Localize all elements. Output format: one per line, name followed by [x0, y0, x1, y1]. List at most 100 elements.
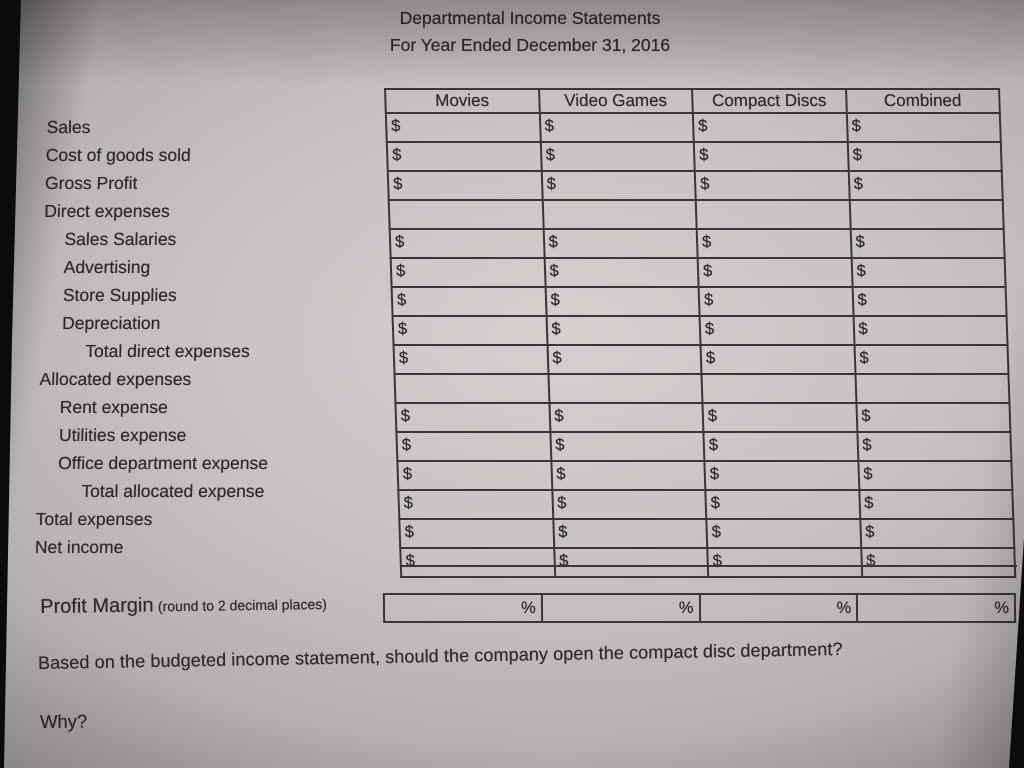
dollar-sign: $: [397, 320, 408, 338]
dollar-sign: $: [552, 349, 562, 367]
amount-cell: $: [855, 403, 1011, 432]
amount-cell: $: [547, 345, 702, 374]
dollar-sign: $: [390, 117, 401, 135]
dollar-sign: $: [708, 436, 719, 454]
column-header: Compact Discs: [692, 89, 847, 113]
dollar-sign: $: [698, 146, 709, 164]
amount-cell: $: [539, 113, 694, 142]
amount-cell: $: [854, 345, 1009, 374]
amount-cell: $: [851, 258, 1006, 287]
title-line-2: For Year Ended December 31, 2016: [389, 35, 671, 55]
percent-sign: %: [520, 598, 536, 617]
dollar-sign: $: [396, 291, 407, 309]
dollar-sign: $: [704, 320, 715, 338]
row-label: Total expenses: [35, 509, 153, 529]
dollar-sign: $: [861, 407, 871, 425]
table-row: $ $ $ $: [389, 229, 1005, 258]
dollar-sign: $: [703, 291, 714, 309]
dollar-sign: $: [395, 262, 406, 280]
dollar-sign: $: [403, 494, 414, 512]
row-labels: Sales Cost of goods sold Gross Profit Direc…: [28, 113, 277, 561]
dollar-sign: $: [548, 233, 559, 251]
amount-cell: $: [848, 171, 1003, 200]
dollar-sign: $: [705, 349, 716, 367]
amount-cell: $: [697, 258, 853, 287]
column-header: Combined: [845, 89, 1000, 113]
spacer-cell: [854, 374, 1010, 403]
amount-cell: $: [387, 171, 543, 200]
amount-cell: $: [706, 519, 861, 548]
amount-cell: $: [853, 316, 1008, 345]
amount-cell: $: [850, 229, 1005, 258]
dollar-sign: $: [555, 436, 565, 454]
dollar-sign: $: [557, 523, 568, 541]
amount-cell: $: [544, 258, 699, 287]
dollar-sign: $: [405, 552, 416, 570]
table-row: $ $ $ $: [386, 142, 1002, 171]
row-label: Sales: [46, 117, 91, 137]
row-label: Depreciation: [61, 313, 161, 333]
amount-cell: $: [852, 287, 1007, 316]
amount-cell: $: [400, 548, 555, 577]
dollar-sign: $: [710, 494, 721, 512]
amount-cell: $: [696, 229, 852, 258]
amount-cell: $: [397, 461, 552, 490]
why-text: Why?: [39, 710, 88, 732]
amount-cell: $: [386, 142, 542, 171]
spacer-cell: [701, 374, 856, 403]
dollar-sign: $: [863, 465, 873, 483]
spacer-cell: [547, 374, 703, 403]
row-label: Allocated expenses: [39, 369, 192, 389]
amount-cell: $: [847, 142, 1002, 171]
spacer-cell: [388, 200, 544, 229]
profit-margin-note: (round to 2 decimal places): [157, 595, 327, 615]
amount-cell: $: [392, 316, 548, 345]
row-label: Total direct expenses: [85, 341, 251, 361]
dollar-sign: $: [858, 320, 868, 338]
amount-cell: $: [396, 432, 551, 461]
table-row: $ $ $ $: [399, 519, 1015, 548]
table-row: $ $ $ $: [385, 113, 1001, 142]
spacer-cell: [394, 374, 549, 403]
column-header: Movies: [385, 89, 540, 113]
amount-cell: $: [693, 142, 849, 171]
amount-cell: $: [705, 490, 860, 519]
profit-margin-label: Profit Margin (round to 2 decimal places…: [40, 592, 327, 619]
percent-cell: %: [856, 595, 1015, 621]
dollar-sign: $: [707, 407, 718, 425]
dollar-sign: $: [712, 552, 723, 570]
amount-cell: $: [546, 316, 701, 345]
percent-cell: %: [698, 595, 857, 621]
amount-cell: $: [549, 432, 705, 461]
row-label: Office department expense: [57, 453, 269, 473]
amount-cell: $: [856, 432, 1012, 461]
amount-cell: $: [395, 403, 550, 432]
table-row: $ $ $ $: [392, 316, 1008, 345]
dollar-sign: $: [391, 146, 402, 164]
amount-cell: $: [550, 461, 706, 490]
percent-sign: %: [994, 598, 1010, 617]
amount-cell: $: [552, 519, 708, 548]
amount-cell: $: [858, 490, 1014, 519]
amount-cell: $: [553, 548, 709, 577]
profit-margin-label-text: Profit Margin: [40, 594, 154, 618]
dollar-sign: $: [697, 117, 708, 135]
amount-cell: $: [702, 403, 857, 432]
row-label: Cost of goods sold: [45, 145, 192, 165]
column-header: Video Games: [538, 89, 693, 113]
dollar-sign: $: [865, 552, 876, 570]
worksheet-title: Departmental Income Statements For Year …: [300, 5, 760, 59]
dollar-sign: $: [402, 465, 413, 483]
amount-cell: $: [857, 461, 1013, 490]
table-row: $ $ $ $: [387, 171, 1003, 200]
amount-cell: $: [398, 490, 553, 519]
percent-sign: %: [836, 598, 852, 617]
dollar-sign: $: [856, 262, 867, 280]
amount-cell: $: [703, 432, 858, 461]
amount-cell: $: [551, 490, 707, 519]
amount-cell: $: [548, 403, 704, 432]
dollar-sign: $: [550, 291, 561, 309]
table-row: [394, 374, 1010, 403]
row-label: Direct expenses: [43, 201, 171, 221]
